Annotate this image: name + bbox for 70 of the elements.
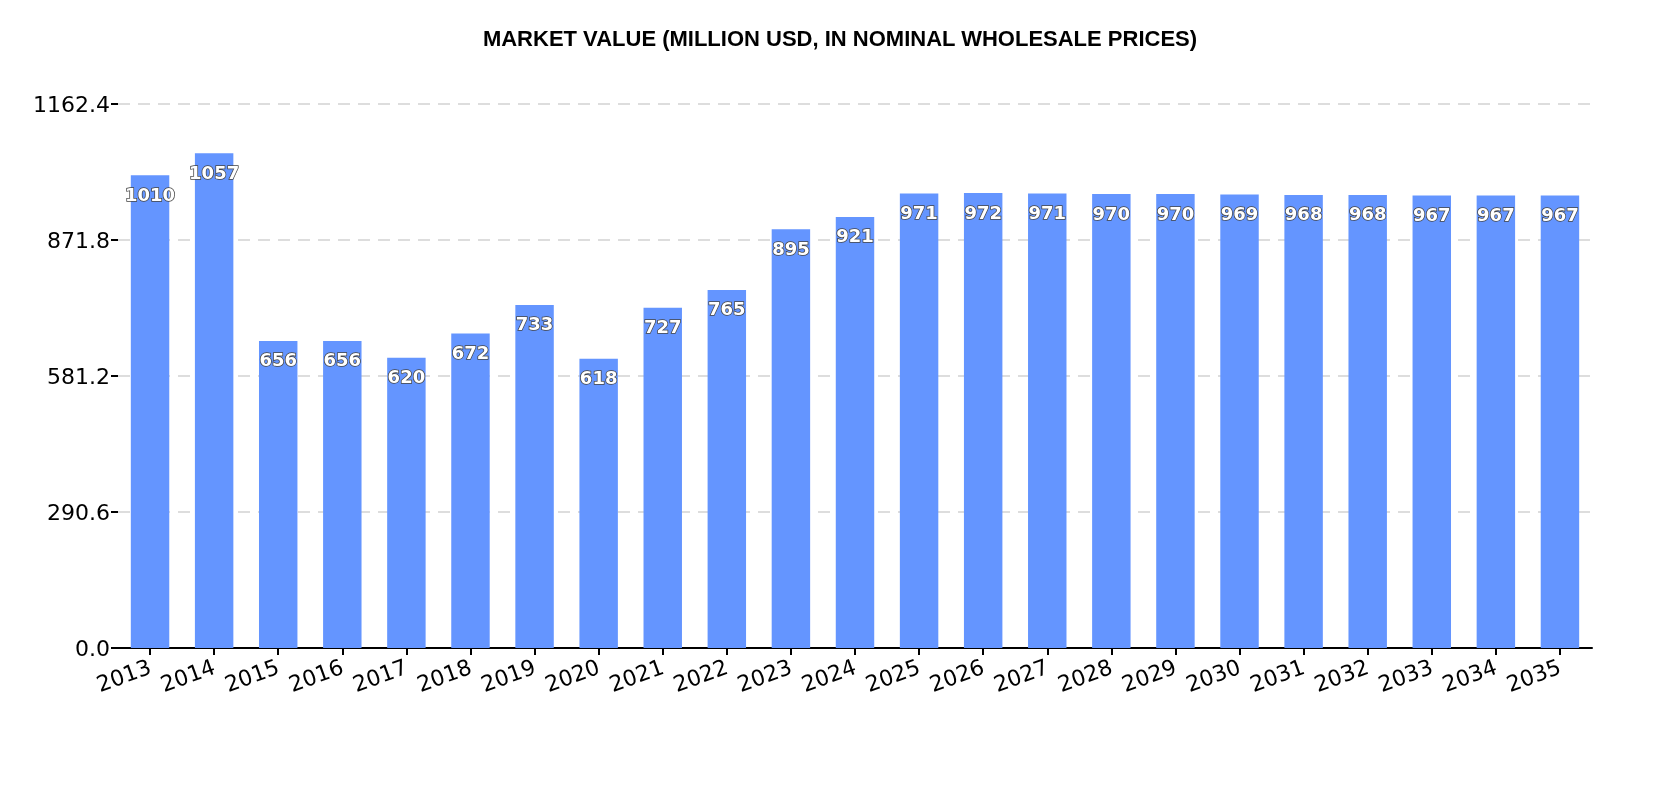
x-tick-label: 2032	[1310, 654, 1372, 697]
x-tick-label: 2027	[990, 654, 1052, 697]
x-tick-label: 2022	[669, 654, 732, 697]
data-label: 972	[964, 201, 1002, 223]
x-tick-label: 2014	[157, 654, 219, 697]
data-label: 968	[1284, 203, 1323, 225]
bar	[707, 289, 747, 648]
x-tick-label: 2035	[1503, 654, 1565, 697]
x-tick-label: 2028	[1054, 654, 1116, 697]
data-label: 618	[579, 367, 618, 389]
y-tick-label: 871.8	[47, 227, 110, 253]
data-label: 970	[1156, 202, 1195, 224]
x-tick-label: 2015	[221, 654, 283, 697]
data-label: 967	[1541, 203, 1579, 225]
data-label: 969	[1220, 203, 1259, 225]
chart-title: MARKET VALUE (MILLION USD, IN NOMINAL WHOLESALE PRICES)	[482, 25, 1198, 51]
x-tick-label: 2016	[285, 654, 347, 697]
x-tick-label: 2023	[734, 654, 796, 697]
data-label: 970	[1092, 202, 1131, 224]
data-label: 733	[515, 313, 554, 335]
x-tick-label: 2020	[541, 654, 603, 697]
data-label: 656	[259, 349, 298, 371]
x-tick-label: 2026	[926, 654, 988, 697]
bar	[387, 357, 426, 648]
bar	[771, 229, 811, 648]
x-tick-label: 2033	[1374, 654, 1437, 697]
bar	[1540, 195, 1580, 648]
data-label: 672	[451, 342, 490, 364]
bar	[643, 307, 682, 648]
x-tick-label: 2034	[1438, 654, 1501, 697]
bar	[835, 216, 875, 648]
data-label: 656	[323, 349, 362, 371]
x-tick-label: 2017	[349, 654, 411, 697]
y-tick-label: 581.2	[47, 363, 110, 389]
data-label: 921	[836, 225, 874, 247]
bar	[963, 193, 1003, 648]
bar	[258, 340, 298, 648]
x-tick-label: 2021	[605, 654, 668, 697]
data-label: 967	[1477, 203, 1515, 225]
x-tick-label: 2025	[862, 654, 924, 697]
bar	[579, 358, 618, 648]
data-label: 968	[1348, 203, 1387, 225]
bar	[1028, 193, 1067, 648]
x-tick-label: 2029	[1118, 654, 1180, 697]
y-tick-label: 290.6	[47, 499, 110, 525]
x-tick-label: 2024	[798, 654, 860, 697]
bar	[1412, 195, 1452, 648]
bar	[1476, 195, 1516, 648]
data-label: 895	[772, 237, 810, 259]
data-label: 971	[1028, 202, 1067, 224]
bar	[323, 340, 362, 648]
data-label: 620	[387, 366, 426, 388]
x-tick-label: 2018	[413, 654, 475, 697]
bar	[1092, 194, 1131, 648]
bar	[451, 333, 490, 648]
data-label: 971	[900, 202, 938, 224]
x-tick-label: 2030	[1182, 654, 1244, 697]
bar	[515, 304, 554, 648]
bar	[1284, 194, 1323, 648]
bar	[899, 193, 939, 648]
data-label: 727	[643, 316, 682, 338]
bar	[1220, 194, 1259, 648]
x-tick-label: 2019	[477, 654, 539, 697]
data-label: 967	[1412, 203, 1451, 225]
x-tick-label: 2031	[1246, 654, 1308, 697]
data-label: 765	[708, 298, 746, 320]
bar	[1156, 194, 1195, 648]
bar	[1348, 194, 1387, 648]
y-tick-label: 1162.4	[33, 91, 110, 117]
y-tick-label: 0.0	[75, 635, 110, 661]
